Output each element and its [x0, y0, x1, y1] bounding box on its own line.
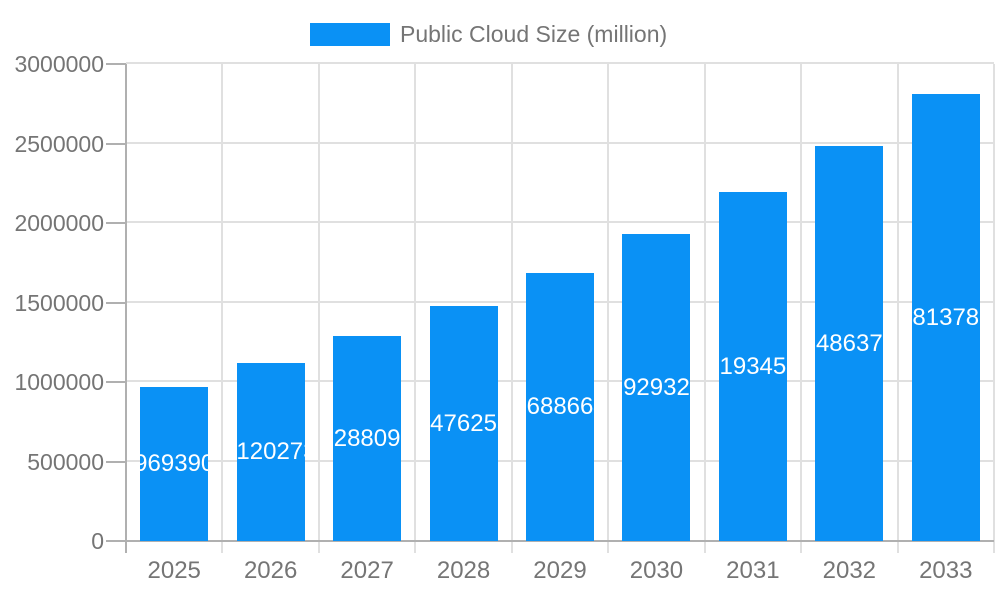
- y-tick-label: 2000000: [14, 210, 104, 236]
- bar-2025[interactable]: 969390: [140, 387, 209, 541]
- v-gridline: [414, 64, 417, 553]
- x-tick-label: 2033: [919, 557, 973, 584]
- y-tick: [106, 540, 126, 542]
- bar-value-label: 2193455: [719, 352, 787, 380]
- x-axis-line: [126, 540, 994, 542]
- bar-value-label: 2486375: [815, 329, 883, 357]
- bar-2026[interactable]: 1120273: [236, 363, 305, 541]
- bar-value-label: 2813780: [912, 303, 980, 331]
- y-tick: [106, 301, 126, 304]
- bar-2033[interactable]: 2813780: [911, 94, 980, 541]
- v-gridline: [510, 64, 513, 553]
- bar-2029[interactable]: 1688664: [526, 273, 594, 541]
- y-tick-label: 1000000: [14, 369, 104, 395]
- y-tick-label: 2500000: [14, 130, 104, 157]
- bar-value-label: 1929325: [622, 373, 690, 401]
- bar-value-label: 1476255: [430, 409, 498, 437]
- v-gridline: [607, 64, 610, 553]
- y-tick-label: 1500000: [14, 289, 104, 316]
- legend-item[interactable]: Public Cloud Size (million): [310, 20, 667, 48]
- bar-value-label: 1120273: [236, 438, 305, 465]
- bar-2032[interactable]: 2486375: [815, 146, 884, 541]
- bar-2030[interactable]: 1929325: [622, 234, 691, 541]
- y-tick: [106, 381, 126, 383]
- bar-value-label: 1688664: [526, 393, 594, 420]
- v-gridline: [317, 64, 320, 553]
- y-tick: [106, 63, 126, 65]
- x-tick-label: 2031: [726, 557, 780, 584]
- v-gridline: [800, 64, 803, 553]
- legend-swatch: [310, 22, 390, 46]
- bar-value-label: 1288095: [333, 424, 401, 452]
- h-gridline: [126, 62, 994, 64]
- h-gridline: [126, 141, 994, 144]
- v-gridline: [703, 64, 706, 553]
- y-tick-label: 0: [91, 528, 104, 554]
- x-tick-label: 2026: [243, 557, 298, 584]
- y-axis-line: [125, 64, 127, 553]
- y-tick: [106, 142, 126, 145]
- bar-2028[interactable]: 1476255: [429, 306, 498, 541]
- y-tick-label: 3000000: [14, 51, 104, 77]
- v-gridline: [993, 64, 995, 553]
- v-gridline: [221, 64, 224, 553]
- x-tick-label: 2030: [629, 557, 684, 584]
- bar-value-label: 969390: [140, 450, 209, 477]
- v-gridline: [896, 64, 899, 553]
- y-tick: [106, 460, 126, 463]
- bar-2031[interactable]: 2193455: [718, 192, 787, 541]
- y-tick-label: 500000: [27, 448, 104, 475]
- x-tick-label: 2027: [340, 557, 394, 584]
- x-tick-label: 2029: [533, 557, 587, 584]
- x-tick-label: 2025: [147, 557, 201, 584]
- x-tick-label: 2028: [436, 557, 491, 584]
- bar-2027[interactable]: 1288095: [333, 336, 402, 541]
- y-tick: [106, 222, 126, 224]
- plot-area: 969390 1120273 1288095 1476255 1688664 192932…: [125, 62, 995, 553]
- h-gridline: [126, 221, 994, 223]
- x-tick-label: 2032: [822, 557, 877, 584]
- legend-label: Public Cloud Size (million): [400, 20, 668, 47]
